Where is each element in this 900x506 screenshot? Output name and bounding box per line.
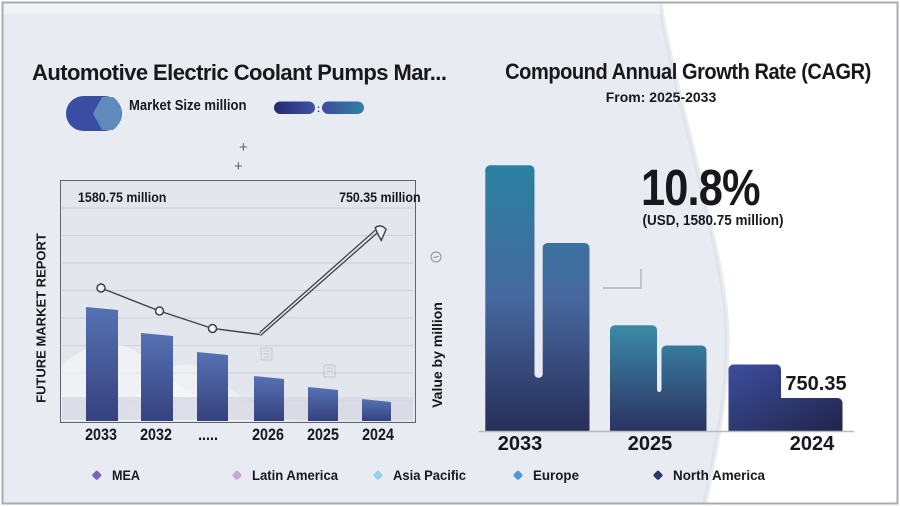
svg-text:North America: North America bbox=[673, 467, 765, 483]
svg-text:Asia Pacific: Asia Pacific bbox=[393, 467, 466, 483]
svg-text::: : bbox=[317, 104, 320, 115]
svg-text:Latin America: Latin America bbox=[252, 467, 338, 483]
svg-text:MEA: MEA bbox=[112, 467, 140, 483]
svg-text:Europe: Europe bbox=[533, 467, 579, 483]
